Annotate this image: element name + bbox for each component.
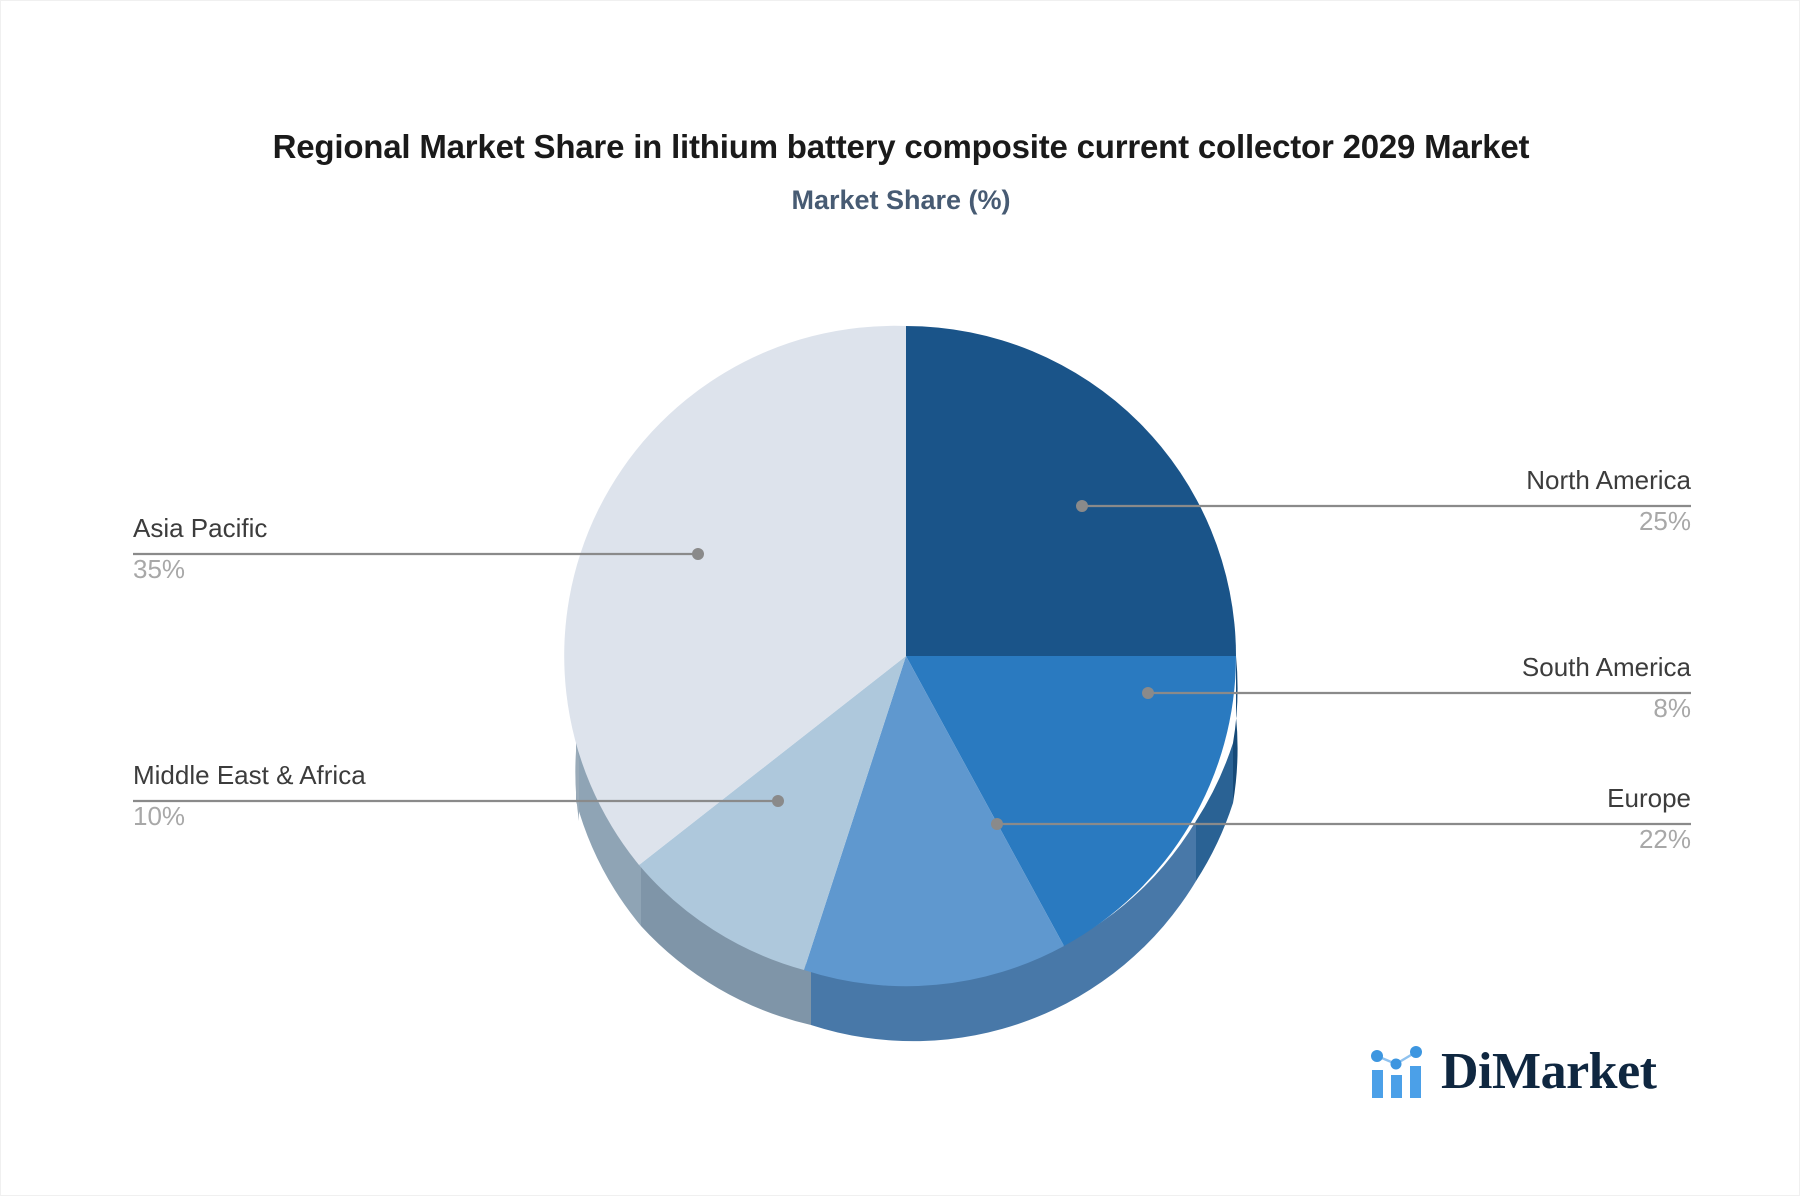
pie-slices xyxy=(564,325,1237,987)
leader-dot-asia-pacific xyxy=(692,548,704,560)
callout-north-america: North America 25% xyxy=(1401,464,1691,537)
callout-asia-pacific: Asia Pacific 35% xyxy=(133,512,423,585)
pie-slice-middle-east-africa[interactable] xyxy=(639,656,906,970)
pie-side-south-america xyxy=(1196,743,1233,881)
chart-title-block: Regional Market Share in lithium battery… xyxy=(1,127,1799,217)
leader-dot-south-america xyxy=(1142,687,1154,699)
pie-leader-dots xyxy=(692,500,1154,830)
bar-chart-logo-icon xyxy=(1371,1046,1422,1098)
pie-slice-europe[interactable] xyxy=(804,656,1064,987)
pie-leader-lines xyxy=(133,504,1691,826)
leader-dot-middle-east-africa xyxy=(772,795,784,807)
leader-dot-europe xyxy=(991,818,1003,830)
callout-europe: Europe 22% xyxy=(1401,782,1691,855)
chart-subtitle: Market Share (%) xyxy=(791,185,1011,215)
leader-dot-north-america xyxy=(1076,500,1088,512)
callout-label-north-america: North America xyxy=(1526,465,1691,495)
callout-label-middle-east-africa: Middle East & Africa xyxy=(133,760,366,790)
callout-middle-east-africa: Middle East & Africa 10% xyxy=(133,759,423,832)
pie-side-asia-pacific-upper xyxy=(575,691,579,821)
callout-value-north-america: 25% xyxy=(1638,506,1691,536)
pie-slice-north-america[interactable] xyxy=(906,326,1236,656)
brand-logo: DiMarket xyxy=(1369,1043,1657,1100)
brand-name: DiMarket xyxy=(1441,1043,1657,1100)
pie-slice-asia-pacific[interactable] xyxy=(564,325,906,865)
callout-value-europe: 22% xyxy=(1638,824,1691,854)
callout-value-asia-pacific: 35% xyxy=(133,554,186,584)
callout-value-south-america: 8% xyxy=(1653,693,1691,723)
callout-value-middle-east-africa: 10% xyxy=(133,801,186,831)
pie-slice-south-america[interactable] xyxy=(906,656,1237,946)
callout-label-asia-pacific: Asia Pacific xyxy=(133,513,268,543)
callout-label-europe: Europe xyxy=(1607,783,1691,813)
callout-south-america: South America 8% xyxy=(1401,651,1691,724)
page-title: Regional Market Share in lithium battery… xyxy=(272,128,1530,165)
callout-label-south-america: South America xyxy=(1521,652,1691,682)
